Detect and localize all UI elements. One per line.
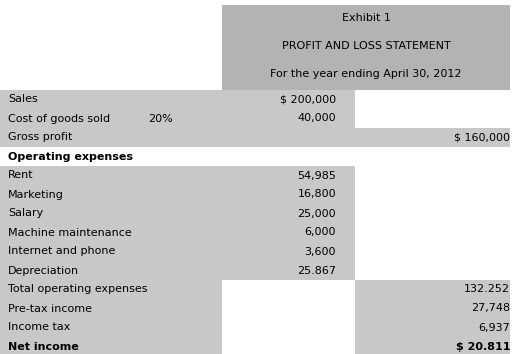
Bar (355, 109, 510, 128)
Text: Cost of goods sold: Cost of goods sold (8, 114, 110, 124)
Text: 25.867: 25.867 (297, 266, 336, 275)
Bar (222, 185, 355, 204)
Text: 54,985: 54,985 (297, 171, 336, 181)
Bar (222, 90, 355, 109)
Text: $ 20.811: $ 20.811 (456, 342, 510, 352)
Bar (355, 242, 510, 261)
Bar (222, 223, 355, 242)
Bar (222, 261, 355, 280)
Text: Total operating expenses: Total operating expenses (8, 285, 148, 295)
Bar (0, 90, 222, 354)
Text: Sales: Sales (8, 95, 38, 104)
Bar (222, 166, 355, 185)
Text: 6,937: 6,937 (478, 322, 510, 332)
Text: 6,000: 6,000 (304, 228, 336, 238)
Text: Net income: Net income (8, 342, 79, 352)
Bar (355, 204, 510, 223)
Bar (0, 147, 222, 166)
Text: Exhibit 1: Exhibit 1 (341, 13, 390, 23)
Bar (355, 185, 510, 204)
Text: Machine maintenance: Machine maintenance (8, 228, 132, 238)
Bar (222, 109, 355, 128)
Bar (355, 147, 510, 166)
Bar (222, 128, 355, 147)
Text: Rent: Rent (8, 171, 33, 181)
Bar (222, 147, 355, 166)
Text: Marketing: Marketing (8, 189, 64, 200)
Bar (222, 5, 510, 90)
Text: Depreciation: Depreciation (8, 266, 79, 275)
Text: $ 200,000: $ 200,000 (280, 95, 336, 104)
Bar (222, 242, 355, 261)
Bar (355, 261, 510, 280)
Text: 16,800: 16,800 (297, 189, 336, 200)
Text: 27,748: 27,748 (471, 303, 510, 314)
Text: 20%: 20% (148, 114, 173, 124)
Text: Income tax: Income tax (8, 322, 71, 332)
Text: Internet and phone: Internet and phone (8, 246, 115, 257)
Bar (222, 299, 355, 318)
Text: For the year ending April 30, 2012: For the year ending April 30, 2012 (270, 69, 462, 79)
Bar (355, 299, 510, 318)
Bar (355, 166, 510, 185)
Text: 40,000: 40,000 (297, 114, 336, 124)
Bar (222, 337, 355, 354)
Text: 132.252: 132.252 (464, 285, 510, 295)
Bar (222, 318, 355, 337)
Text: $ 160,000: $ 160,000 (454, 132, 510, 143)
Text: 3,600: 3,600 (304, 246, 336, 257)
Text: Operating expenses: Operating expenses (8, 152, 133, 161)
Bar (355, 337, 510, 354)
Bar (355, 90, 510, 109)
Bar (355, 280, 510, 299)
Text: 25,000: 25,000 (297, 209, 336, 218)
Bar (355, 318, 510, 337)
Text: Gross profit: Gross profit (8, 132, 72, 143)
Text: PROFIT AND LOSS STATEMENT: PROFIT AND LOSS STATEMENT (281, 41, 450, 51)
Bar (355, 128, 510, 147)
Text: Pre-tax income: Pre-tax income (8, 303, 92, 314)
Bar (355, 223, 510, 242)
Text: Salary: Salary (8, 209, 43, 218)
Bar (222, 280, 355, 299)
Bar (222, 204, 355, 223)
